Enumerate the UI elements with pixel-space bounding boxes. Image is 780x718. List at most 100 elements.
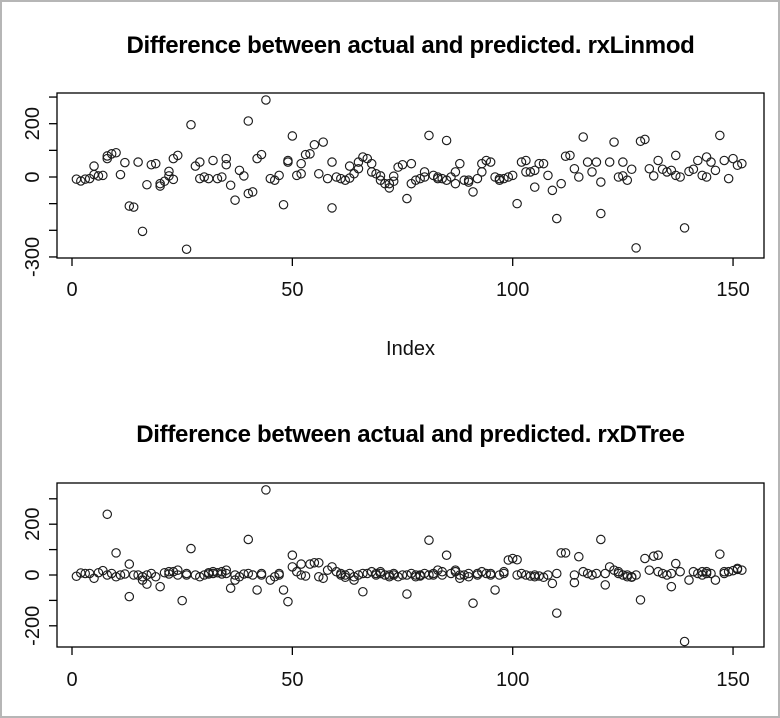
data-point bbox=[560, 151, 571, 161]
data-point bbox=[247, 187, 258, 197]
x-tick-label: 150 bbox=[716, 669, 749, 691]
data-point bbox=[463, 572, 474, 582]
data-point bbox=[375, 171, 386, 181]
data-point bbox=[199, 570, 209, 580]
data-point bbox=[587, 570, 597, 580]
data-point bbox=[543, 570, 553, 580]
data-point bbox=[666, 581, 677, 592]
data-point bbox=[221, 159, 232, 170]
data-point bbox=[507, 170, 518, 181]
data-point bbox=[164, 566, 174, 577]
data-point bbox=[706, 157, 716, 167]
data-point bbox=[243, 116, 254, 126]
data-point bbox=[318, 573, 328, 584]
data-point bbox=[102, 509, 113, 520]
data-point bbox=[596, 534, 606, 545]
data-point bbox=[419, 167, 430, 177]
data-point bbox=[212, 173, 223, 184]
data-point bbox=[225, 180, 236, 191]
data-point bbox=[177, 595, 187, 606]
data-point bbox=[679, 223, 690, 233]
data-point bbox=[300, 571, 311, 581]
data-point bbox=[274, 170, 284, 181]
data-point bbox=[587, 167, 597, 177]
data-point bbox=[499, 568, 509, 579]
data-point bbox=[155, 581, 165, 592]
data-point bbox=[534, 158, 544, 169]
data-point bbox=[406, 158, 417, 169]
data-point bbox=[618, 157, 628, 167]
data-point bbox=[503, 172, 514, 182]
data-point bbox=[596, 177, 606, 187]
data-point bbox=[485, 568, 496, 579]
data-point bbox=[600, 568, 611, 579]
data-point bbox=[490, 585, 500, 595]
data-point bbox=[516, 568, 527, 579]
data-point bbox=[234, 165, 245, 176]
x-tick-label: 0 bbox=[66, 279, 77, 301]
data-point bbox=[512, 198, 522, 209]
data-point bbox=[181, 568, 192, 579]
data-point bbox=[111, 147, 121, 158]
data-point bbox=[120, 157, 130, 168]
data-point bbox=[437, 570, 447, 580]
data-point bbox=[600, 580, 611, 590]
data-point bbox=[529, 182, 540, 192]
data-point bbox=[477, 167, 487, 177]
data-point bbox=[626, 164, 637, 175]
data-point bbox=[578, 566, 588, 577]
data-point bbox=[529, 165, 540, 176]
data-point bbox=[124, 559, 135, 569]
data-point bbox=[278, 199, 289, 210]
data-point bbox=[239, 171, 249, 181]
data-point bbox=[723, 173, 734, 184]
data-point bbox=[296, 570, 306, 580]
x-tick-label: 50 bbox=[281, 279, 303, 301]
data-point bbox=[388, 171, 399, 181]
data-point bbox=[366, 167, 377, 177]
data-point bbox=[574, 172, 584, 182]
data-point bbox=[481, 568, 492, 579]
data-point bbox=[569, 163, 580, 174]
data-point bbox=[128, 570, 139, 580]
data-point bbox=[142, 179, 152, 190]
data-point bbox=[225, 583, 236, 593]
data-point bbox=[715, 130, 725, 141]
data-point bbox=[596, 208, 606, 219]
data-point bbox=[459, 570, 469, 580]
data-point bbox=[230, 195, 240, 205]
data-point bbox=[485, 157, 496, 167]
data-point bbox=[437, 173, 447, 184]
data-point bbox=[89, 161, 99, 171]
data-point bbox=[415, 173, 425, 184]
data-point bbox=[715, 549, 725, 559]
data-point bbox=[697, 566, 707, 577]
data-point bbox=[111, 572, 121, 582]
data-point bbox=[150, 158, 161, 169]
data-point bbox=[455, 570, 465, 580]
data-point bbox=[710, 575, 721, 585]
data-point bbox=[450, 167, 461, 177]
data-point bbox=[670, 558, 681, 569]
data-point bbox=[719, 155, 730, 166]
data-point bbox=[195, 572, 205, 582]
data-point bbox=[697, 170, 707, 181]
data-point bbox=[111, 548, 121, 558]
x-tick-label: 100 bbox=[496, 669, 529, 691]
plot1-xaxis-label: Index bbox=[386, 338, 435, 360]
data-point bbox=[463, 175, 474, 185]
data-point bbox=[221, 565, 232, 575]
data-point bbox=[604, 157, 615, 167]
data-point bbox=[314, 169, 324, 179]
data-point bbox=[340, 570, 351, 580]
data-point bbox=[622, 175, 633, 185]
data-point bbox=[648, 171, 659, 181]
data-point bbox=[199, 172, 209, 182]
x-tick-label: 50 bbox=[281, 669, 303, 691]
data-point bbox=[89, 573, 99, 584]
data-point bbox=[150, 572, 161, 582]
data-point bbox=[441, 135, 452, 146]
data-point bbox=[437, 566, 447, 577]
data-point bbox=[516, 157, 527, 167]
